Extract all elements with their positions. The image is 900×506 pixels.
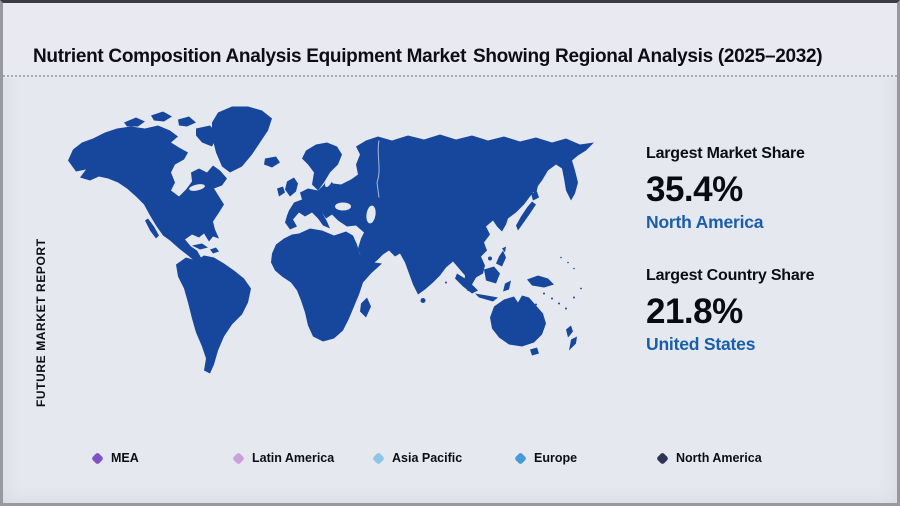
world-map <box>66 91 606 409</box>
legend-label-north-america: North America <box>676 451 762 465</box>
philippines <box>496 250 506 267</box>
baltic-sea <box>324 174 334 187</box>
scandinavia <box>302 142 342 191</box>
madagascar <box>360 297 371 318</box>
legend-label-europe: Europe <box>534 451 578 465</box>
stat-market-share: Largest Market Share 35.4% North America <box>646 144 896 233</box>
great-lakes <box>189 184 205 191</box>
ireland <box>277 186 285 197</box>
legend-item-mea: MEA <box>91 451 139 465</box>
stat-country-share-label: Largest Country Share <box>646 267 815 284</box>
header-divider <box>3 75 897 77</box>
legend-dot-europe <box>514 451 527 465</box>
landmasses <box>68 106 594 374</box>
legend-dot-latin-america <box>232 451 245 465</box>
arctic-islands <box>124 111 218 147</box>
legend-dot-north-america <box>656 451 669 465</box>
continent-south-america <box>176 255 251 374</box>
legend-item-europe: Europe <box>514 451 578 465</box>
greenland <box>212 106 272 173</box>
legend-label-latin-america: Latin America <box>252 451 335 465</box>
continent-north-america <box>68 125 227 262</box>
stat-country-share: Largest Country Share 21.8% United State… <box>646 266 896 355</box>
caribbean-islands <box>192 243 219 254</box>
hainan <box>488 256 492 261</box>
japan <box>516 191 539 231</box>
legend-item-north-america: North America <box>656 451 762 465</box>
stat-market-share-label: Largest Market Share <box>646 145 805 162</box>
black-sea <box>335 202 351 211</box>
russia-border-line <box>376 140 380 198</box>
brand-watermark: FUTURE MARKET REPORT <box>34 238 48 407</box>
stat-country-share-country: United States <box>646 334 756 354</box>
header-band <box>3 3 897 78</box>
united-kingdom <box>285 177 298 197</box>
legend-item-asia-pacific: Asia Pacific <box>372 451 463 465</box>
legend-dot-mea <box>91 451 104 465</box>
pacific-islands <box>535 256 582 310</box>
continent-africa <box>271 228 382 342</box>
new-zealand <box>566 325 577 351</box>
baja-peninsula <box>145 218 159 239</box>
stat-market-share-region: North America <box>646 212 764 232</box>
legend-label-asia-pacific: Asia Pacific <box>392 451 463 465</box>
borneo <box>484 266 500 284</box>
tasmania <box>530 347 539 356</box>
continent-eurasia <box>285 134 594 295</box>
legend-label-mea: MEA <box>111 451 139 465</box>
stat-market-share-value: 35.4% <box>646 170 743 209</box>
sakhalin <box>532 176 539 195</box>
sri-lanka <box>420 298 426 303</box>
world-map-svg <box>68 106 594 374</box>
inland-seas <box>189 174 376 224</box>
legend-dot-asia-pacific <box>372 451 385 465</box>
legend-item-latin-america: Latin America <box>232 451 335 465</box>
australia <box>490 295 546 347</box>
sulawesi <box>503 280 511 292</box>
java <box>475 293 498 302</box>
page-title-part1: Nutrient Composition Analysis Equipment … <box>33 46 467 67</box>
sumatra <box>455 273 478 294</box>
page-title-part2: Showing Regional Analysis (2025–2032) <box>473 46 823 67</box>
stat-country-share-value: 21.8% <box>646 292 743 331</box>
iceland <box>264 156 280 168</box>
andaman <box>445 281 447 284</box>
caspian-sea <box>366 205 376 224</box>
taiwan <box>502 246 506 253</box>
new-guinea <box>527 275 554 288</box>
